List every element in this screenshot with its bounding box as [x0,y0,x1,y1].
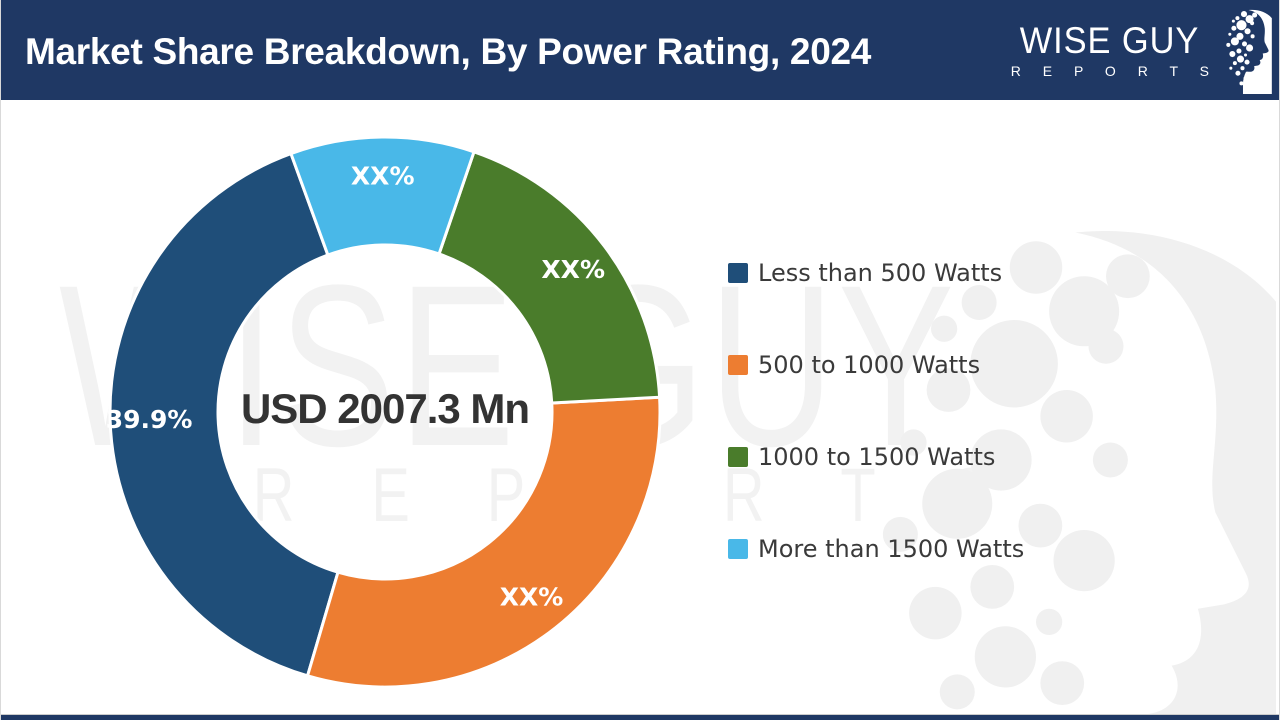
legend-swatch [728,355,748,375]
legend-item-1: 500 to 1000 Watts [728,350,1024,380]
logo-wordmark: WISE GUY [1020,20,1200,61]
footer-bar [1,715,1279,720]
legend-swatch [728,447,748,467]
logo-subtext: R E P O R T S [1010,63,1218,79]
pie-segment-2 [437,149,662,405]
legend: Less than 500 Watts 500 to 1000 Watts 1000… [728,258,1024,564]
page-title: Market Share Breakdown, By Power Rating,… [25,30,872,72]
legend-item-3: More than 1500 Watts [728,534,1024,564]
legend-item-0: Less than 500 Watts [728,258,1024,288]
legend-label: 500 to 1000 Watts [758,351,981,379]
pie-segment-3 [289,135,476,257]
segment-value-label: XX% [541,255,605,284]
donut-center-total: USD 2007.3 Mn [240,385,530,432]
header-bar: Market Share Breakdown, By Power Rating,… [1,0,1279,100]
segment-value-label: XX% [500,583,564,612]
legend-swatch [728,263,748,283]
legend-label: 1000 to 1500 Watts [758,443,996,471]
legend-item-2: 1000 to 1500 Watts [728,442,1024,472]
pie-segment-1 [305,395,662,689]
legend-swatch [728,539,748,559]
pie-segment-0 [108,151,340,678]
legend-label: Less than 500 Watts [758,259,1003,287]
legend-label: More than 1500 Watts [758,535,1025,563]
logo-text: WISE GUY R E P O R T S [1011,22,1209,78]
footer-divider [1,714,1279,715]
wise-guy-logo: WISE GUY R E P O R T S [1011,6,1273,94]
segment-value-label: XX% [351,162,415,191]
segment-value-label: 39.9% [106,405,193,434]
